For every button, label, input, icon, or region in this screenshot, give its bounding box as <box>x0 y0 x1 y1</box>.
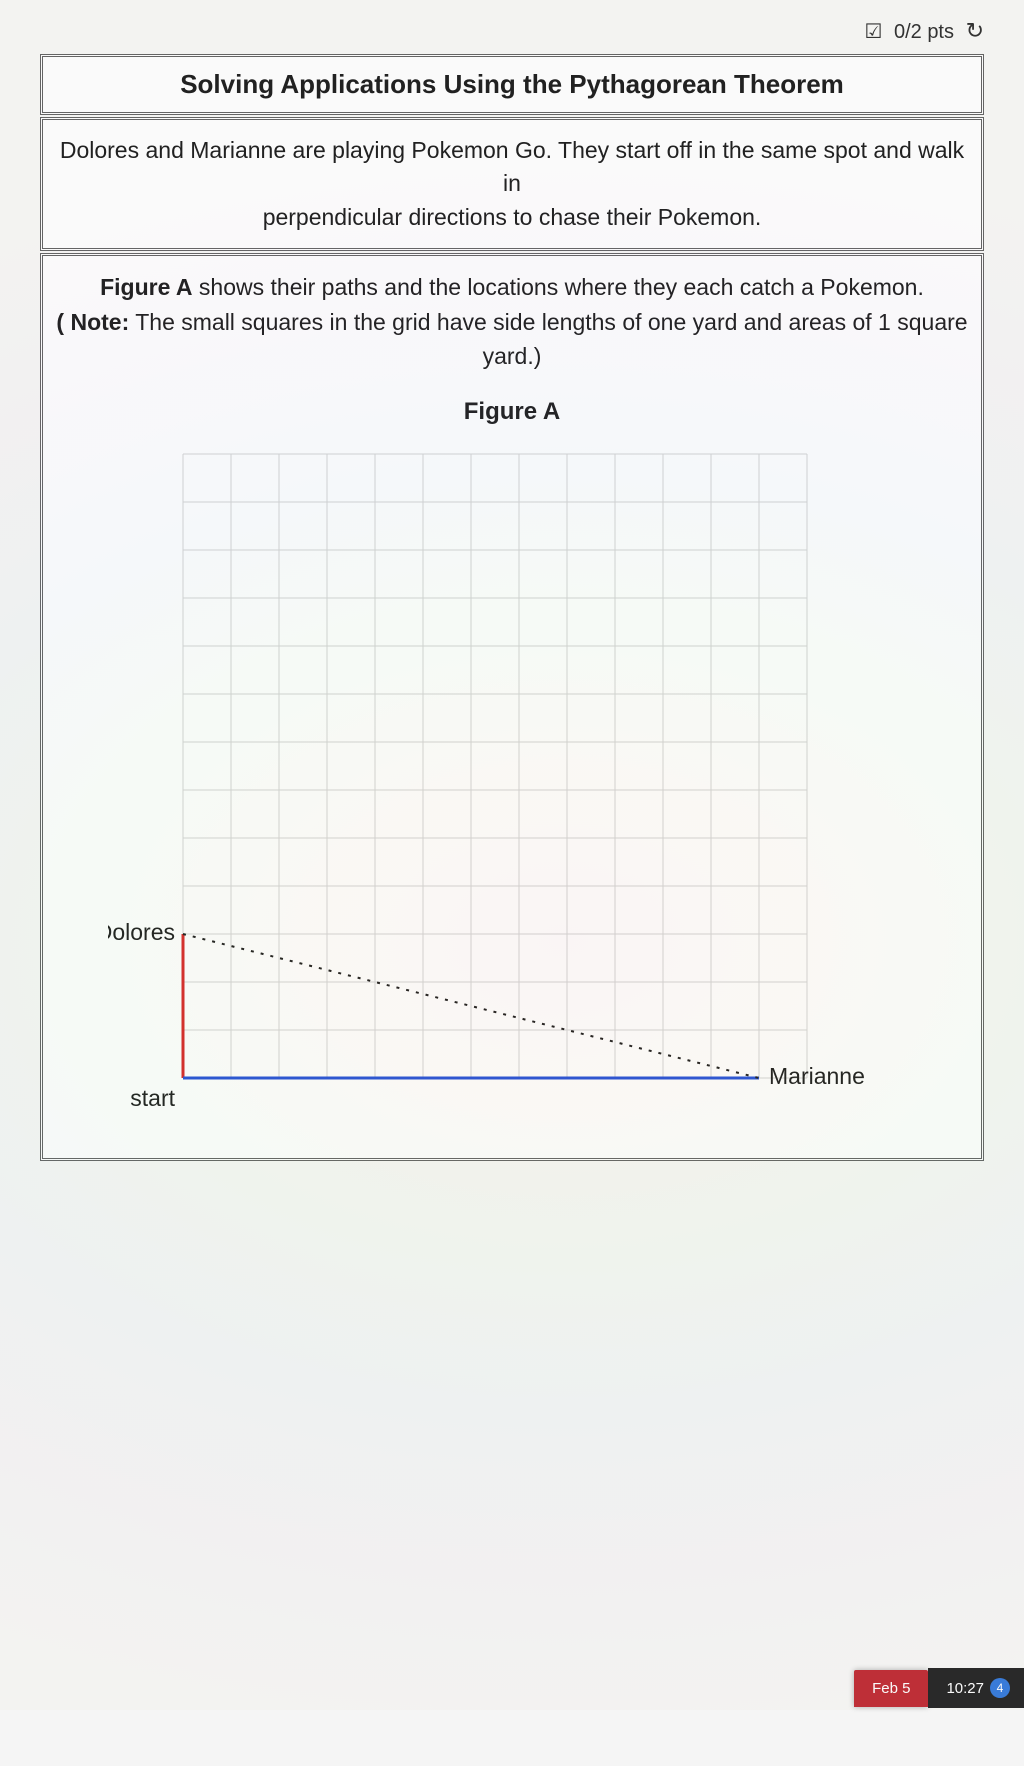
intro-line-2: perpendicular directions to chase their … <box>263 204 762 230</box>
note-prefix: ( Note: <box>56 309 129 335</box>
taskbar: Feb 5 10:27 4 <box>854 1666 1024 1710</box>
points-text: 0/2 pts <box>894 21 954 43</box>
page-container: ☑ 0/2 pts ↻ Solving Applications Using t… <box>0 0 1024 1710</box>
chart-wrap: Dolores Marianne start <box>55 444 969 1128</box>
title-box: Solving Applications Using the Pythagore… <box>40 54 984 115</box>
figure-label: Figure A <box>55 398 969 426</box>
intro-text: Dolores and Marianne are playing Pokemon… <box>43 120 981 248</box>
intro-box: Dolores and Marianne are playing Pokemon… <box>40 117 984 251</box>
points-row: ☑ 0/2 pts ↻ <box>40 10 984 54</box>
taskbar-notif-dot: 4 <box>990 1678 1010 1698</box>
svg-text:start: start <box>130 1085 175 1111</box>
intro-line-1: Dolores and Marianne are playing Pokemon… <box>60 137 964 196</box>
figure-content: Figure A shows their paths and the locat… <box>43 256 981 1158</box>
figure-box: Figure A shows their paths and the locat… <box>40 253 984 1161</box>
figure-a-rest: shows their paths and the locations wher… <box>193 274 924 300</box>
taskbar-date[interactable]: Feb 5 <box>854 1670 928 1707</box>
svg-text:Dolores: Dolores <box>108 919 175 945</box>
taskbar-time-text: 10:27 <box>946 1680 984 1697</box>
figure-intro-text: Figure A shows their paths and the locat… <box>55 270 969 374</box>
taskbar-time[interactable]: 10:27 4 <box>928 1668 1024 1708</box>
note-rest: The small squares in the grid have side … <box>129 309 967 370</box>
question-title: Solving Applications Using the Pythagore… <box>43 57 981 112</box>
refresh-icon[interactable]: ↻ <box>966 18 984 43</box>
figure-a-bold: Figure A <box>100 274 192 300</box>
svg-text:Marianne: Marianne <box>769 1063 865 1089</box>
checkbox-icon: ☑ <box>864 21 882 43</box>
pythagorean-chart: Dolores Marianne start <box>108 444 917 1128</box>
